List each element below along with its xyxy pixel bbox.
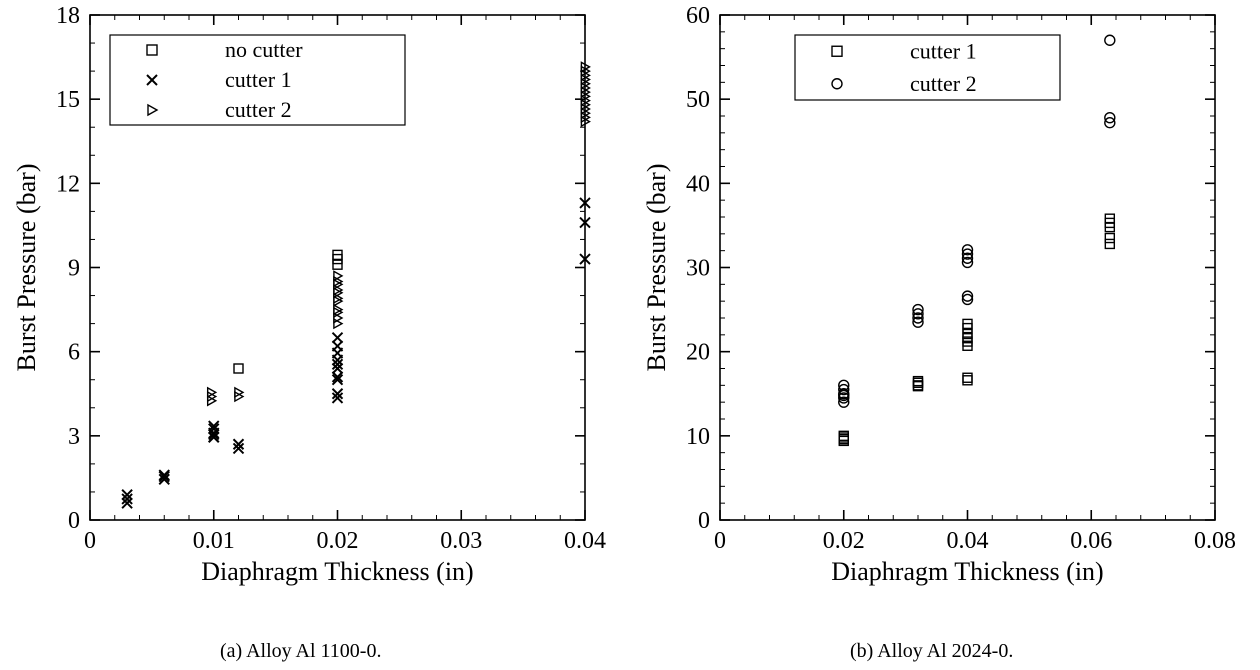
legend-item-label: cutter 2 bbox=[910, 71, 977, 96]
y-tick-label: 15 bbox=[56, 87, 80, 113]
x-tick-label: 0 bbox=[714, 528, 726, 554]
x-tick-label: 0.04 bbox=[564, 528, 606, 554]
y-tick-label: 18 bbox=[56, 3, 80, 29]
x-tick-label: 0.04 bbox=[947, 528, 989, 554]
y-tick-label: 60 bbox=[686, 3, 710, 29]
caption-a: (a) Alloy Al 1100-0. bbox=[220, 640, 381, 663]
y-tick-label: 20 bbox=[686, 340, 710, 366]
y-tick-label: 10 bbox=[686, 424, 710, 450]
y-tick-label: 9 bbox=[68, 256, 80, 282]
x-tick-label: 0 bbox=[84, 528, 96, 554]
figure-container: 0 0.01 0.02 0.03 0.04 0 3 6 9 12 15 18 Diaphragm Thi… bbox=[0, 0, 1260, 670]
x-axis-label: Diaphragm Thickness (in) bbox=[831, 557, 1103, 586]
x-tick-label: 0.06 bbox=[1070, 528, 1112, 554]
panel-b: 0 0.02 0.04 0.06 0.08 0 10 20 30 40 50 60 Diaphragm … bbox=[630, 0, 1260, 670]
x-axis-label: Diaphragm Thickness (in) bbox=[201, 557, 473, 586]
x-tick-label: 0.01 bbox=[193, 528, 235, 554]
panel-a: 0 0.01 0.02 0.03 0.04 0 3 6 9 12 15 18 Diaphragm Thi… bbox=[0, 0, 630, 670]
caption-b: (b) Alloy Al 2024-0. bbox=[850, 640, 1013, 663]
legend-item-label: cutter 2 bbox=[225, 97, 292, 122]
legend-item-label: no cutter bbox=[225, 37, 303, 62]
y-tick-label: 3 bbox=[68, 424, 80, 450]
x-tick-label: 0.02 bbox=[317, 528, 359, 554]
x-tick-label: 0.03 bbox=[440, 528, 482, 554]
legend-item-label: cutter 1 bbox=[225, 67, 292, 92]
chart-a-svg: 0 0.01 0.02 0.03 0.04 0 3 6 9 12 15 18 Diaphragm Thi… bbox=[0, 0, 630, 600]
y-tick-label: 40 bbox=[686, 171, 710, 197]
legend-item-label: cutter 1 bbox=[910, 38, 977, 63]
y-tick-label: 0 bbox=[698, 508, 710, 534]
y-tick-label: 0 bbox=[68, 508, 80, 534]
y-tick-label: 30 bbox=[686, 256, 710, 282]
chart-b-svg: 0 0.02 0.04 0.06 0.08 0 10 20 30 40 50 60 Diaphragm … bbox=[630, 0, 1260, 600]
y-tick-label: 50 bbox=[686, 87, 710, 113]
x-tick-label: 0.02 bbox=[823, 528, 865, 554]
x-tick-label: 0.08 bbox=[1194, 528, 1236, 554]
y-axis-label: Burst Pressure (bar) bbox=[642, 164, 671, 372]
y-tick-label: 6 bbox=[68, 340, 80, 366]
y-axis-label: Burst Pressure (bar) bbox=[12, 164, 41, 372]
y-tick-label: 12 bbox=[56, 171, 80, 197]
data-points bbox=[122, 62, 590, 508]
